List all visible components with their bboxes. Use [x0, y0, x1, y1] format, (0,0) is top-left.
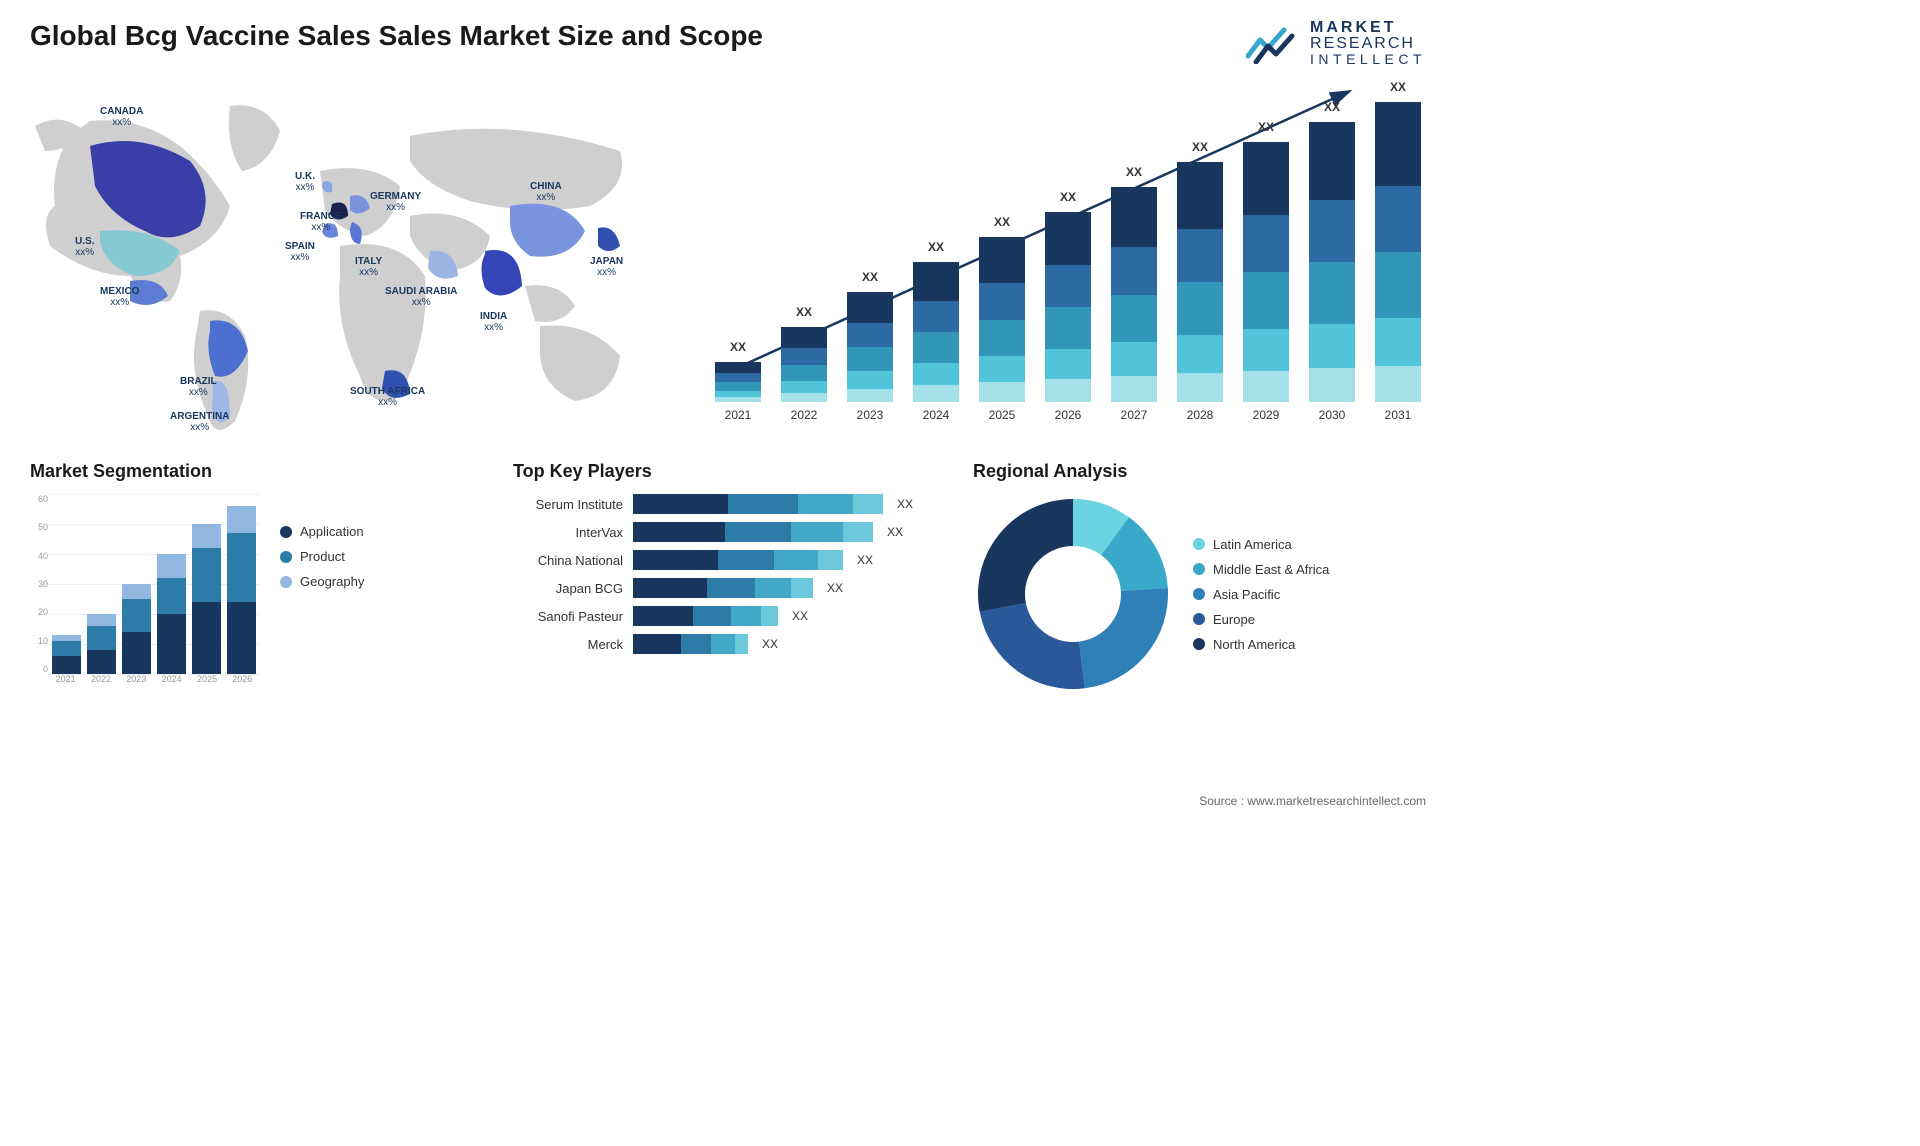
- key-player-row: Serum InstituteXX: [513, 494, 943, 514]
- key-player-row: MerckXX: [513, 634, 943, 654]
- growth-bar-year: 2026: [1055, 408, 1082, 422]
- donut-slice: [980, 603, 1085, 689]
- map-label: ITALYxx%: [355, 256, 382, 278]
- regional-title: Regional Analysis: [973, 461, 1426, 482]
- segmentation-bar: [227, 506, 256, 674]
- growth-bar-value: XX: [730, 340, 746, 354]
- logo-text: MARKET RESEARCH INTELLECT: [1310, 20, 1426, 66]
- regional-legend-item: Latin America: [1193, 537, 1329, 552]
- map-label: U.S.xx%: [75, 236, 94, 258]
- source-label: Source : www.marketresearchintellect.com: [1199, 794, 1426, 808]
- map-country-china: [510, 204, 585, 257]
- map-label: CANADAxx%: [100, 106, 143, 128]
- regional-legend-item: Asia Pacific: [1193, 587, 1329, 602]
- growth-bar-value: XX: [1258, 120, 1274, 134]
- map-label: INDIAxx%: [480, 311, 507, 333]
- map-label: SOUTH AFRICAxx%: [350, 386, 425, 408]
- growth-bar-value: XX: [796, 305, 812, 319]
- map-label: SAUDI ARABIAxx%: [385, 286, 457, 308]
- regional-legend: Latin America Middle East & Africa Asia Pa…: [1193, 537, 1329, 652]
- growth-bar-year: 2028: [1187, 408, 1214, 422]
- map-label: BRAZILxx%: [180, 376, 217, 398]
- key-players-panel: Top Key Players Serum InstituteXX InterVa…: [513, 461, 943, 694]
- key-player-row: Japan BCGXX: [513, 578, 943, 598]
- donut-slice: [978, 499, 1073, 612]
- key-players-chart: Serum InstituteXX InterVaxXX China Nationa…: [513, 494, 943, 654]
- growth-bar-year: 2022: [791, 408, 818, 422]
- segmentation-legend: Application Product Geography: [280, 494, 364, 694]
- growth-bar-value: XX: [862, 270, 878, 284]
- growth-bar-value: XX: [1324, 100, 1340, 114]
- growth-bar: XX2023: [842, 292, 898, 422]
- segmentation-panel: Market Segmentation 6050403020100 202120…: [30, 461, 483, 694]
- growth-bar-year: 2021: [725, 408, 752, 422]
- world-map-panel: CANADAxx% U.S.xx% MEXICOxx% BRAZILxx% ARGENT…: [30, 76, 670, 446]
- key-player-row: Sanofi PasteurXX: [513, 606, 943, 626]
- growth-bar: XX2028: [1172, 162, 1228, 422]
- segmentation-title: Market Segmentation: [30, 461, 483, 482]
- growth-bar: XX2022: [776, 327, 832, 422]
- growth-bar-year: 2027: [1121, 408, 1148, 422]
- donut-slice: [1079, 588, 1168, 688]
- segmentation-legend-item: Geography: [280, 574, 364, 589]
- logo: MARKET RESEARCH INTELLECT: [1246, 20, 1426, 66]
- growth-bar: XX2029: [1238, 142, 1294, 422]
- map-country-india: [482, 250, 523, 296]
- segmentation-bar: [52, 635, 81, 674]
- key-player-row: China NationalXX: [513, 550, 943, 570]
- regional-legend-item: Europe: [1193, 612, 1329, 627]
- map-label: MEXICOxx%: [100, 286, 139, 308]
- segmentation-bar: [157, 554, 186, 674]
- map-country-japan: [598, 227, 620, 251]
- map-label: JAPANxx%: [590, 256, 623, 278]
- growth-bar: XX2025: [974, 237, 1030, 422]
- growth-bar-value: XX: [1192, 140, 1208, 154]
- growth-bar-value: XX: [1390, 80, 1406, 94]
- growth-bar: XX2026: [1040, 212, 1096, 422]
- map-label: ARGENTINAxx%: [170, 411, 229, 433]
- growth-bar-value: XX: [994, 215, 1010, 229]
- regional-panel: Regional Analysis Latin America Middle Ea…: [973, 461, 1426, 694]
- growth-bar-value: XX: [1060, 190, 1076, 204]
- segmentation-legend-item: Application: [280, 524, 364, 539]
- growth-bar: XX2027: [1106, 187, 1162, 422]
- growth-bar-year: 2024: [923, 408, 950, 422]
- growth-bar: XX2031: [1370, 102, 1426, 422]
- key-player-row: InterVaxXX: [513, 522, 943, 542]
- growth-bar-year: 2023: [857, 408, 884, 422]
- segmentation-bar: [122, 584, 151, 674]
- growth-bar-year: 2031: [1385, 408, 1412, 422]
- map-label: CHINAxx%: [530, 181, 562, 203]
- growth-bar: XX2021: [710, 362, 766, 422]
- growth-bar: XX2030: [1304, 122, 1360, 422]
- logo-mark-icon: [1246, 22, 1302, 64]
- regional-donut-chart: [973, 494, 1173, 694]
- map-label: FRANCExx%: [300, 211, 342, 233]
- growth-bar-value: XX: [928, 240, 944, 254]
- segmentation-chart: 6050403020100 202120222023202420252026: [30, 494, 260, 694]
- growth-bar-value: XX: [1126, 165, 1142, 179]
- regional-legend-item: Middle East & Africa: [1193, 562, 1329, 577]
- growth-bar-year: 2030: [1319, 408, 1346, 422]
- growth-bar: XX2024: [908, 262, 964, 422]
- map-label: SPAINxx%: [285, 241, 315, 263]
- map-label: U.K.xx%: [295, 171, 315, 193]
- growth-chart-panel: XX2021XX2022XX2023XX2024XX2025XX2026XX20…: [710, 76, 1426, 446]
- segmentation-bar: [192, 524, 221, 674]
- segmentation-bar: [87, 614, 116, 674]
- growth-bar-year: 2029: [1253, 408, 1280, 422]
- growth-bar-year: 2025: [989, 408, 1016, 422]
- key-players-title: Top Key Players: [513, 461, 943, 482]
- page-title: Global Bcg Vaccine Sales Sales Market Si…: [30, 20, 763, 52]
- regional-legend-item: North America: [1193, 637, 1329, 652]
- segmentation-legend-item: Product: [280, 549, 364, 564]
- map-label: GERMANYxx%: [370, 191, 421, 213]
